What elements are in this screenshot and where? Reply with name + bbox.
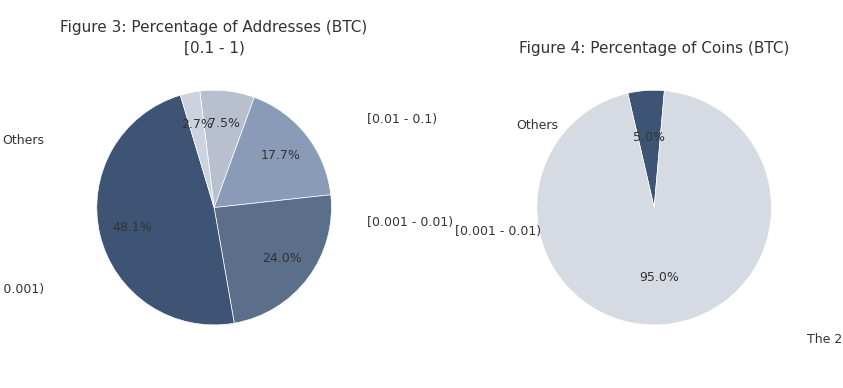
Text: Others: Others <box>2 133 44 147</box>
Wedge shape <box>214 97 330 208</box>
Title: Figure 4: Percentage of Coins (BTC): Figure 4: Percentage of Coins (BTC) <box>519 41 789 55</box>
Text: 95.0%: 95.0% <box>639 271 679 284</box>
Text: [0.01 - 0.1): [0.01 - 0.1) <box>367 113 437 126</box>
Text: Others: Others <box>516 119 558 132</box>
Wedge shape <box>180 91 214 208</box>
Text: 48.1%: 48.1% <box>112 220 152 234</box>
Wedge shape <box>628 90 664 208</box>
Wedge shape <box>537 91 771 325</box>
Text: 17.7%: 17.7% <box>260 149 300 162</box>
Text: 24.0%: 24.0% <box>262 252 302 265</box>
Wedge shape <box>97 95 234 325</box>
Text: 7.5%: 7.5% <box>207 117 239 130</box>
Wedge shape <box>200 90 255 208</box>
Text: The 2.7%: The 2.7% <box>807 333 843 346</box>
Text: 5.0%: 5.0% <box>633 131 665 144</box>
Text: [0.001 - 0.01): [0.001 - 0.01) <box>367 216 453 229</box>
Text: [0.001 - 0.01): [0.001 - 0.01) <box>454 225 541 237</box>
Title: Figure 3: Percentage of Addresses (BTC)
[0.1 - 1): Figure 3: Percentage of Addresses (BTC) … <box>61 19 368 55</box>
Text: 2.7%: 2.7% <box>180 118 212 132</box>
Text: (0 - 0.001): (0 - 0.001) <box>0 283 44 296</box>
Wedge shape <box>214 195 331 323</box>
